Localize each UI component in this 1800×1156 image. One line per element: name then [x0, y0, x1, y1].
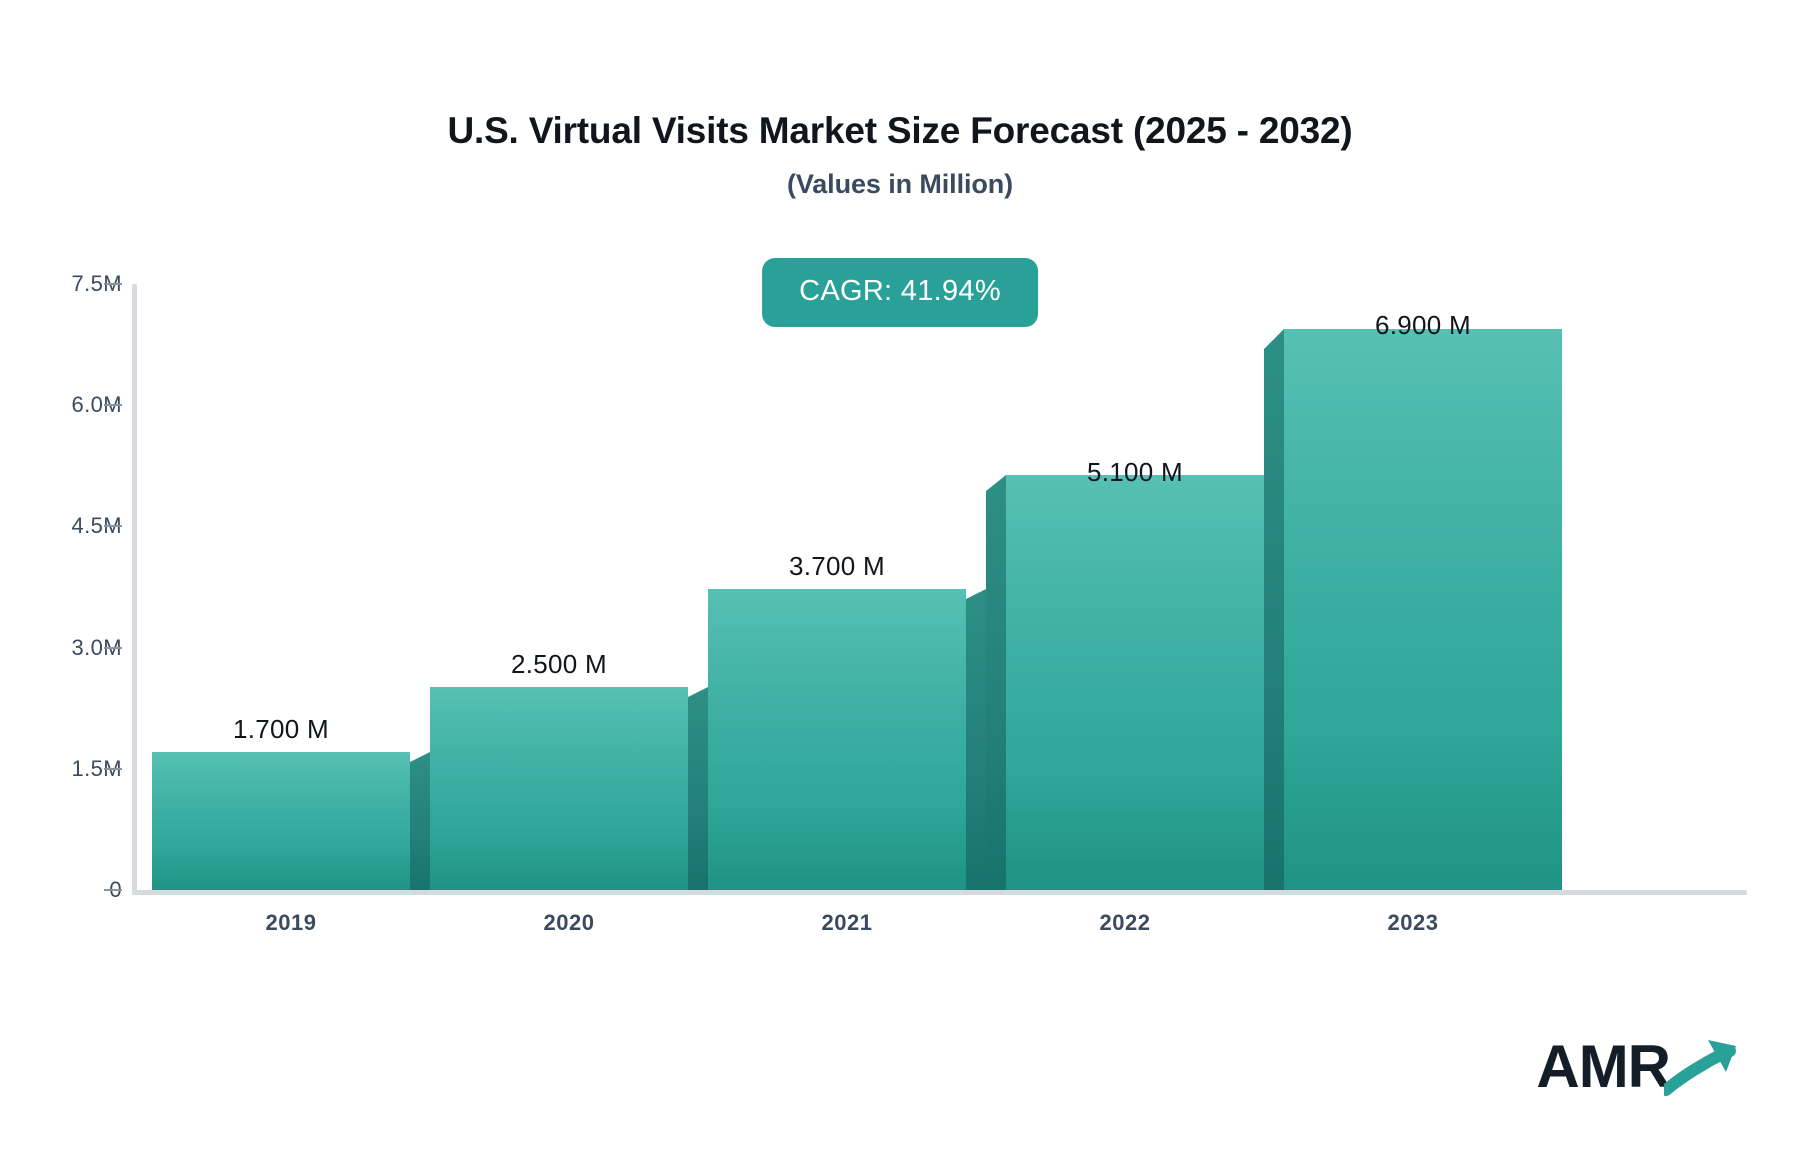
bar-side-face — [688, 687, 708, 890]
chart-subtitle: (Values in Million) — [786, 168, 1014, 199]
bar-side-face — [986, 475, 1006, 890]
bar-value-label: 6.900 M — [1374, 310, 1472, 340]
x-axis-label-2022: 2022 — [1099, 910, 1151, 935]
page-title: U.S. Virtual Visits Market Size Forecast… — [447, 110, 1353, 151]
x-axis-label-2019: 2019 — [265, 910, 317, 935]
arrow-up-right-icon — [1664, 1040, 1736, 1096]
bar-front-face — [430, 687, 688, 890]
cagr-badge: CAGR: 41.94% — [762, 258, 1038, 327]
x-axis-line — [132, 890, 1747, 895]
y-axis-tick-mark — [104, 283, 122, 285]
x-axis-label-2023: 2023 — [1387, 910, 1439, 935]
x-axis-label-2021: 2021 — [821, 910, 873, 935]
y-axis-tick-mark — [104, 647, 122, 649]
bar-2020 — [430, 687, 708, 890]
y-axis-tick-mark — [104, 889, 122, 891]
title-block: U.S. Virtual Visits Market Size Forecast… — [0, 110, 1800, 200]
amr-logo-text: AMR — [1536, 1033, 1671, 1100]
bar-front-face — [1006, 475, 1264, 890]
bar-value-label: 2.500 M — [510, 649, 608, 679]
y-axis-tick-mark — [104, 404, 122, 406]
bar-side-face — [966, 589, 986, 890]
bar-value-label: 3.700 M — [788, 551, 886, 581]
bar-2023 — [1264, 329, 1562, 890]
bar-2022 — [986, 475, 1264, 890]
bar-value-label: 5.100 M — [1086, 457, 1184, 487]
bar-value-label: 1.700 M — [232, 714, 330, 744]
bar-front-face — [708, 589, 966, 890]
y-axis-tick-mark — [104, 768, 122, 770]
y-axis-tick-mark — [104, 525, 122, 527]
amr-logo: AMR — [1536, 1034, 1738, 1100]
bar-2019 — [152, 752, 430, 890]
bar-2021 — [708, 589, 986, 890]
bar-front-face — [1284, 329, 1562, 890]
bar-front-face — [152, 752, 410, 890]
x-axis-label-2020: 2020 — [543, 910, 595, 935]
bar-side-face — [410, 752, 430, 890]
bar-side-face — [1264, 329, 1284, 890]
y-axis-line — [132, 284, 137, 895]
